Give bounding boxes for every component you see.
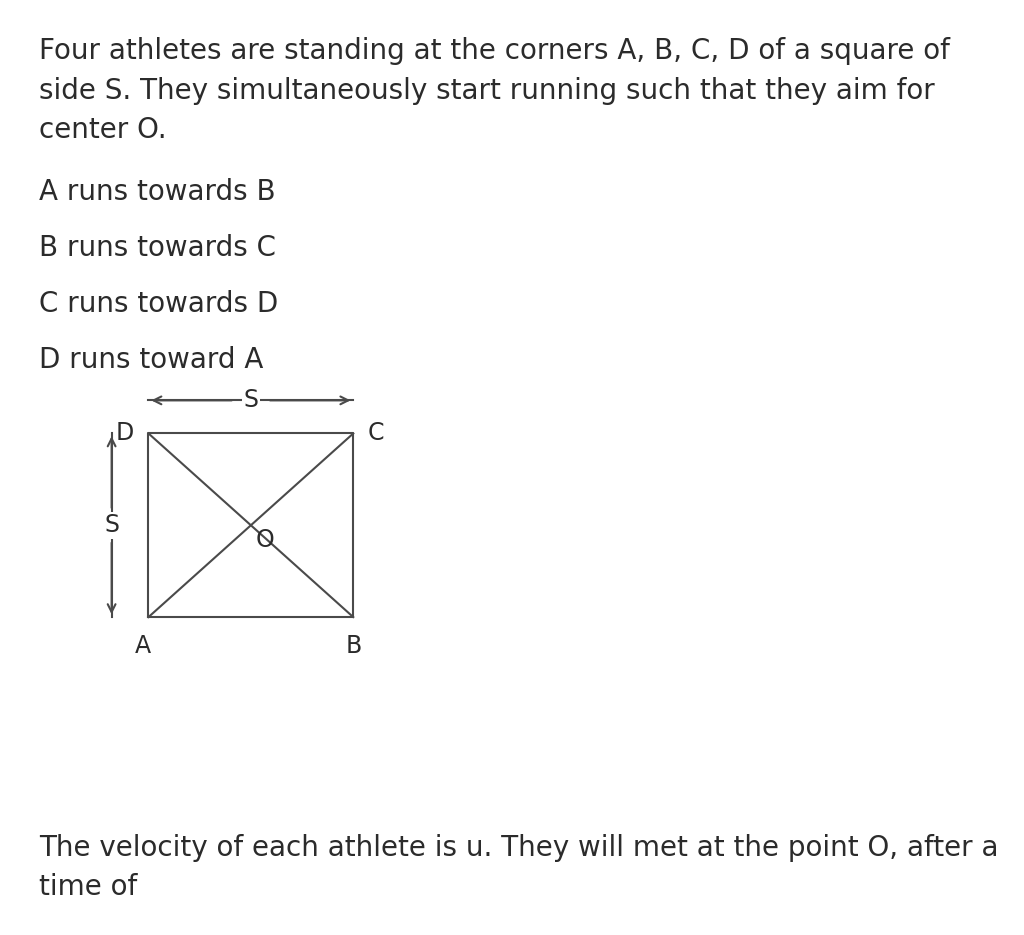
- Text: B runs towards C: B runs towards C: [39, 234, 275, 262]
- Text: side S. They simultaneously start running such that they aim for: side S. They simultaneously start runnin…: [39, 77, 935, 105]
- Text: C runs towards D: C runs towards D: [39, 290, 279, 318]
- Text: time of: time of: [39, 873, 137, 901]
- Text: A: A: [135, 634, 151, 657]
- Text: C: C: [368, 422, 385, 445]
- Text: center O.: center O.: [39, 116, 167, 144]
- Text: D runs toward A: D runs toward A: [39, 346, 263, 374]
- Text: D: D: [116, 422, 134, 445]
- Text: S: S: [244, 388, 258, 412]
- Text: The velocity of each athlete is u. They will met at the point O, after a: The velocity of each athlete is u. They …: [39, 834, 998, 862]
- Text: S: S: [104, 513, 119, 538]
- Text: B: B: [345, 634, 361, 657]
- Text: O: O: [256, 528, 274, 552]
- Text: Four athletes are standing at the corners A, B, C, D of a square of: Four athletes are standing at the corner…: [39, 37, 950, 65]
- Text: A runs towards B: A runs towards B: [39, 178, 275, 206]
